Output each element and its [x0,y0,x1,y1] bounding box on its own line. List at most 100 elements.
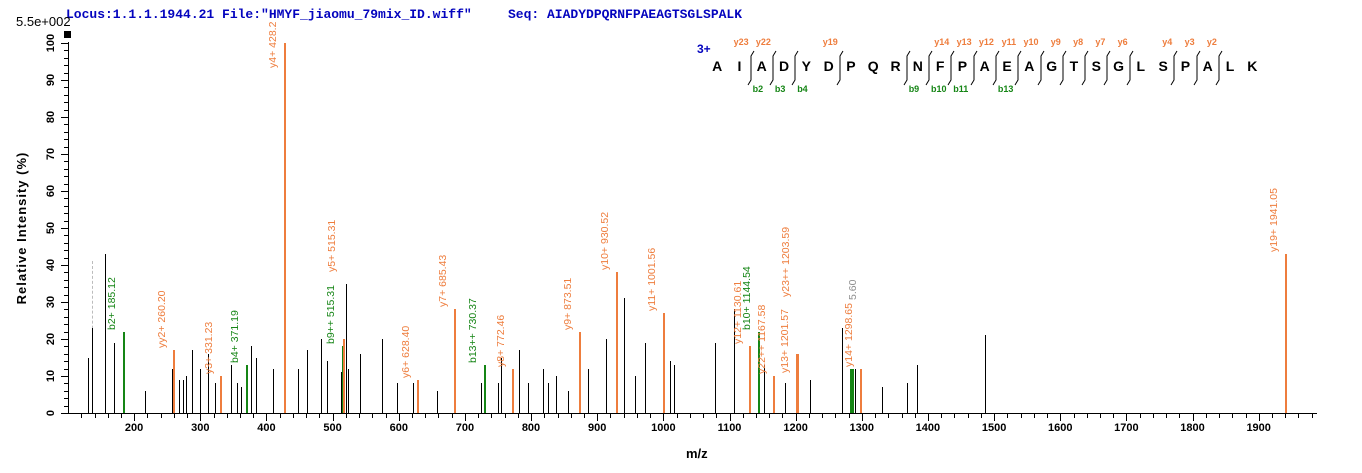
x-axis-tick-label: 200 [124,422,144,434]
y-axis-tick-label: 90 [45,73,57,87]
spectrum-peak-y [795,353,798,413]
precursor-charge-label: 3+ [697,42,711,56]
x-axis-minor-tick [557,414,559,418]
peak-label: y6+ 628.40 [399,325,412,378]
y-ion-ladder-label: y7 [1095,37,1106,47]
sequence-residue: K [1247,58,1258,74]
x-axis-tick-label: 600 [389,422,408,434]
x-axis-minor-tick [835,414,837,418]
x-axis-tick-label: 400 [257,422,276,434]
y-axis-minor-tick [64,398,68,400]
spectrum-peak-y [342,339,345,413]
x-axis-minor-tick [1311,414,1313,418]
axis-cap-marker [64,31,71,38]
y-axis-minor-tick [64,102,68,104]
x-axis-major-tick [464,414,466,421]
y-axis-minor-tick [64,257,68,259]
x-axis-minor-tick [240,414,241,418]
y-axis-minor-tick [64,405,68,407]
y-axis-minor-tick [64,368,68,370]
y-axis-minor-tick [64,183,68,185]
y-axis-minor-tick [64,161,68,163]
y-axis-minor-tick [64,324,68,326]
spectrum-peak-unassigned [527,383,529,413]
sequence-residue: A [1202,58,1213,74]
x-axis-tick-label: 1500 [981,422,1007,434]
sequence-residue: R [890,58,901,74]
y-axis-minor-tick [64,272,68,274]
fragmentation-marker [992,50,1000,86]
x-axis-minor-tick [1232,414,1234,418]
x-axis-major-tick [1126,414,1128,421]
x-axis-major-tick [795,414,797,421]
spectrum-peak-unassigned [917,364,919,413]
spectrum-peak-unassigned [397,383,399,413]
spectrum-peak-unassigned [644,342,646,413]
spectrum-peak [92,327,94,413]
x-axis-minor-tick [848,414,850,418]
x-axis-tick-label: 1300 [849,422,875,434]
peak-label: b4+ 371.19 [229,310,242,363]
spectrum-peak-unassigned [714,342,716,413]
x-axis-minor-tick [372,414,374,418]
sequence-residue: P [846,58,856,74]
spectrum-peak-unassigned [144,390,146,413]
x-axis-minor-tick [822,414,824,418]
x-axis-minor-tick [1047,414,1048,418]
x-axis-minor-tick [769,414,771,418]
y-axis-minor-tick [64,383,68,385]
y-axis-minor-tick [64,361,68,363]
sequence-residue: P [1180,58,1191,74]
spectrum-peak-y [511,368,514,413]
x-axis-minor-tick [636,414,638,418]
x-axis-tick-label: 1900 [1246,422,1271,434]
y-axis-minor-tick [64,331,68,333]
spectrum-peak-unassigned [345,283,347,413]
peak-label: y7+ 685.43 [437,255,450,308]
x-axis-minor-tick [756,414,757,418]
peak-label: b2+ 185.12 [106,276,119,330]
y-axis-minor-tick [64,250,68,252]
y-axis-minor-tick [64,205,68,207]
x-axis-minor-tick [81,414,83,418]
y-axis-title: Relative Intensity (%) [14,151,29,305]
sequence-residue: L [1225,58,1235,74]
x-axis-minor-tick [782,414,784,418]
x-axis-minor-tick [359,414,361,418]
x-axis-minor-tick [1007,414,1009,418]
y-ion-ladder-label: y19 [822,37,838,47]
sequence-residue: S [1158,58,1168,74]
fragmentation-marker [747,50,755,86]
sequence-residue: G [1046,58,1058,74]
x-axis-minor-tick [120,414,122,418]
b-ion-ladder-label: b13 [997,84,1014,94]
x-axis-minor-tick [676,414,678,418]
peak-label: b9++ 515.31 [324,285,337,345]
x-axis-minor-tick [570,414,572,418]
x-axis-tick-label: 1600 [1048,422,1073,434]
x-axis-tick-label: 700 [455,422,475,434]
y-axis-minor-tick [64,65,68,67]
x-axis-minor-tick [875,414,876,418]
x-axis-minor-tick [1285,414,1287,418]
intensity-scale-label: 5.5e+002 [16,14,71,29]
spectrum-peak-unassigned [360,353,362,413]
y-axis-minor-tick [64,146,68,148]
sequence-residue: F [935,58,945,74]
x-axis-minor-tick [610,414,612,418]
spectrum-peak-unassigned [87,357,89,413]
spectrum-peak-unassigned [854,368,856,413]
sequence-residue: P [957,58,968,74]
y-axis-minor-tick [64,242,68,244]
y-axis-minor-tick [64,346,68,348]
fragmentation-marker [836,50,844,86]
spectrum-peak-b [246,364,249,413]
x-axis-major-tick [927,414,929,421]
spectrum-peak-y [748,346,751,413]
spectrum-peak-unassigned [670,361,671,413]
y-ion-ladder-label: y12 [978,37,994,47]
y-axis-minor-tick [64,213,68,215]
y-ion-ladder-label: y9 [1050,37,1061,47]
spectrum-peak-y [416,379,419,413]
